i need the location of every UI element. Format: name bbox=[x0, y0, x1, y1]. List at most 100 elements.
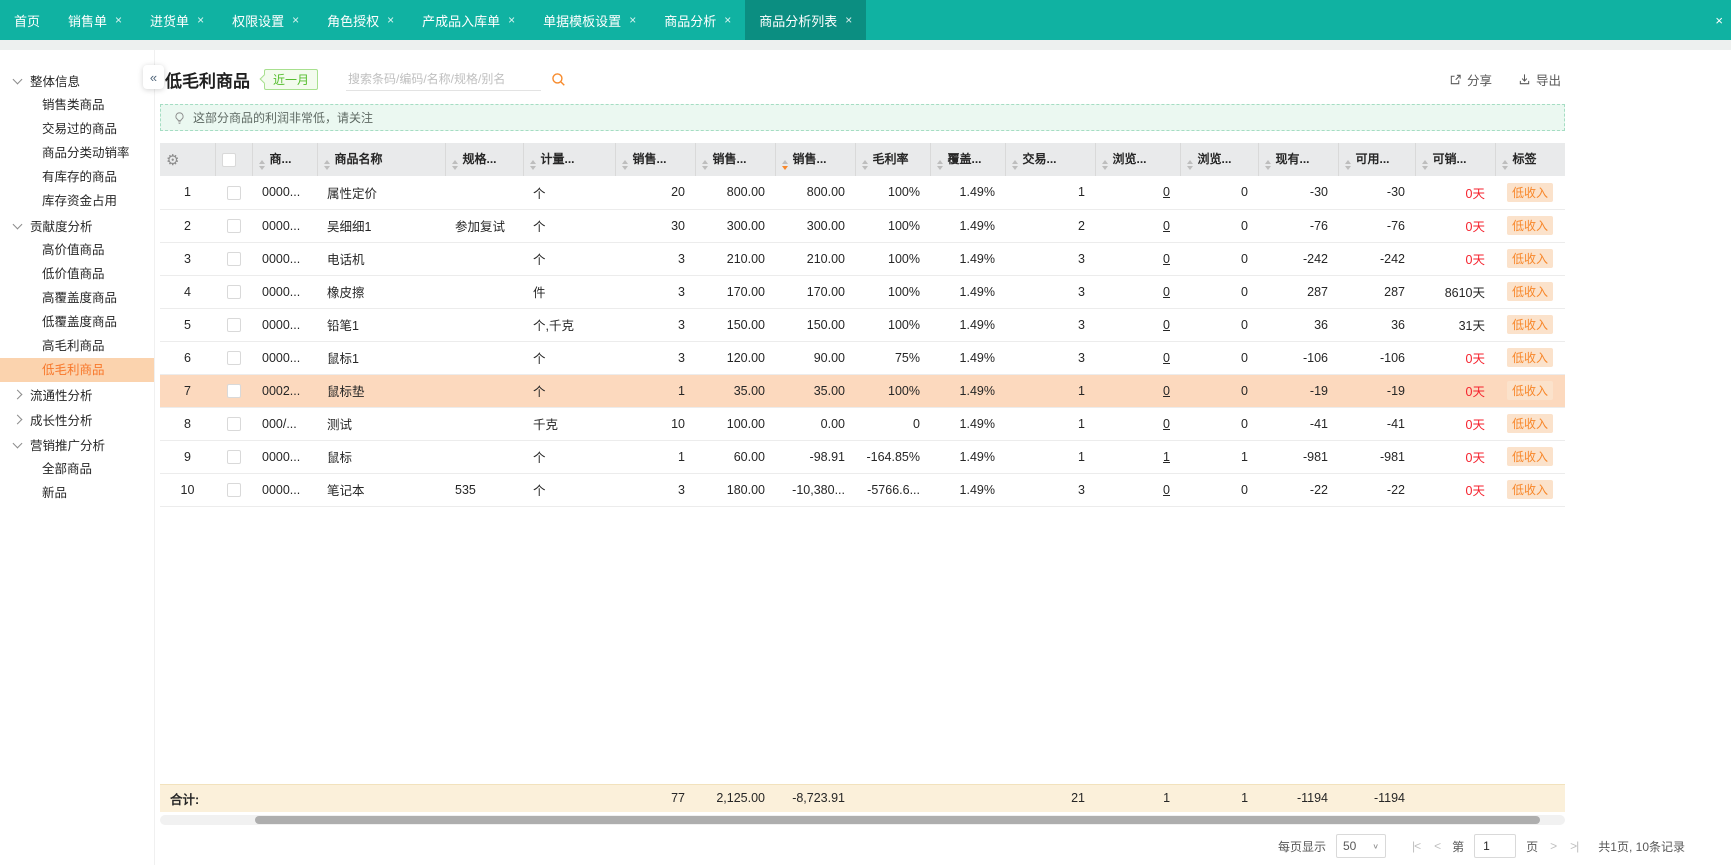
column-header[interactable]: 标签 bbox=[1494, 143, 1565, 176]
column-header[interactable]: 销售... bbox=[774, 143, 855, 176]
tree-item[interactable]: 库存资金占用 bbox=[42, 194, 118, 208]
tree-item[interactable]: 商品分类动销率 bbox=[42, 146, 130, 160]
column-header[interactable]: 计量... bbox=[522, 143, 615, 176]
next-page-button[interactable]: > bbox=[1550, 839, 1557, 853]
sort-carets-icon[interactable] bbox=[1011, 159, 1018, 170]
row-checkbox[interactable] bbox=[226, 218, 241, 233]
tab[interactable]: 首页 bbox=[0, 0, 54, 40]
row-checkbox[interactable] bbox=[226, 416, 241, 431]
sort-carets-icon[interactable] bbox=[529, 159, 536, 170]
views-link[interactable]: 0 bbox=[1163, 383, 1170, 398]
row-checkbox[interactable] bbox=[226, 383, 241, 398]
tab[interactable]: 销售单 × bbox=[54, 0, 136, 40]
tab-close-icon[interactable]: × bbox=[629, 13, 637, 27]
table-row[interactable]: 3 0000... 电话机个 3 210.00 210.00 100% 1.49% 3 0 0 -24… bbox=[160, 242, 1565, 276]
column-header[interactable]: 交易... bbox=[1004, 143, 1095, 176]
views-link[interactable]: 0 bbox=[1163, 482, 1170, 497]
sidebar-collapse-button[interactable]: « bbox=[143, 65, 164, 89]
tree-group[interactable]: 贡献度分析 bbox=[0, 213, 154, 238]
tree-item[interactable]: 有库存的商品 bbox=[42, 170, 118, 184]
table-row[interactable]: 2 0000... 吴细细1 参加复试个 30 300.00 300.00 100% 1.49%… bbox=[160, 209, 1565, 243]
search-icon[interactable] bbox=[551, 72, 566, 87]
share-button[interactable]: 分享 bbox=[1449, 70, 1492, 89]
tree-item[interactable]: 低毛利商品 bbox=[0, 358, 154, 382]
tab-close-icon[interactable]: × bbox=[508, 13, 516, 27]
column-header[interactable]: 毛利率 bbox=[854, 143, 930, 176]
select-all-checkbox[interactable] bbox=[214, 143, 252, 176]
tree-group[interactable]: 成长性分析 bbox=[0, 407, 154, 432]
column-header[interactable]: 商品名称 bbox=[316, 143, 445, 176]
sort-carets-icon[interactable] bbox=[1421, 159, 1428, 170]
column-header[interactable]: 浏览... bbox=[1179, 143, 1258, 176]
checkbox-icon[interactable] bbox=[221, 152, 236, 167]
tree-item[interactable]: 高毛利商品 bbox=[42, 339, 105, 353]
sort-carets-icon[interactable] bbox=[1186, 159, 1193, 170]
sort-carets-icon[interactable] bbox=[1501, 159, 1508, 170]
tab[interactable]: 商品分析列表 × bbox=[745, 0, 867, 40]
row-checkbox[interactable] bbox=[226, 185, 241, 200]
column-settings-button[interactable]: ⚙ bbox=[160, 143, 215, 176]
tab-close-icon[interactable]: × bbox=[292, 13, 300, 27]
column-header[interactable]: 销售... bbox=[614, 143, 695, 176]
table-row[interactable]: 4 0000... 橡皮擦件 3 170.00 170.00 100% 1.49% 3 0 0 287… bbox=[160, 275, 1565, 309]
last-page-button[interactable]: >| bbox=[1570, 839, 1579, 853]
views-link[interactable]: 1 bbox=[1163, 449, 1170, 464]
sort-carets-icon[interactable] bbox=[781, 159, 788, 170]
sort-carets-icon[interactable] bbox=[258, 159, 265, 170]
tree-item[interactable]: 销售类商品 bbox=[42, 98, 105, 112]
tab[interactable]: 单据模板设置 × bbox=[529, 0, 650, 40]
tab[interactable]: 进货单 × bbox=[136, 0, 218, 40]
row-checkbox[interactable] bbox=[226, 449, 241, 464]
column-header[interactable]: 商... bbox=[251, 143, 317, 176]
views-link[interactable]: 0 bbox=[1163, 284, 1170, 299]
table-row[interactable]: 1 0000... 属性定价个 20 800.00 800.00 100% 1.49% 1 0 0-… bbox=[160, 176, 1565, 210]
sort-carets-icon[interactable] bbox=[936, 159, 943, 170]
tab[interactable]: 角色授权 × bbox=[313, 0, 408, 40]
column-header[interactable]: 可销... bbox=[1414, 143, 1495, 176]
column-header[interactable]: 覆盖... bbox=[929, 143, 1005, 176]
first-page-button[interactable]: |< bbox=[1411, 839, 1421, 853]
tree-item[interactable]: 交易过的商品 bbox=[42, 122, 118, 136]
sort-carets-icon[interactable] bbox=[1101, 159, 1108, 170]
export-button[interactable]: 导出 bbox=[1518, 70, 1561, 89]
sort-carets-icon[interactable] bbox=[701, 159, 708, 170]
table-row[interactable]: 7 0002... 鼠标垫个 1 35.00 35.00 100% 1.49% 1 0 0 -19 -1… bbox=[160, 374, 1565, 408]
horizontal-scrollbar-track[interactable] bbox=[160, 815, 1565, 825]
tree-item[interactable]: 全部商品 bbox=[42, 462, 93, 476]
row-checkbox[interactable] bbox=[226, 482, 241, 497]
row-checkbox[interactable] bbox=[226, 317, 241, 332]
views-link[interactable]: 0 bbox=[1163, 251, 1170, 266]
views-link[interactable]: 0 bbox=[1163, 185, 1170, 200]
tree-item[interactable]: 高价值商品 bbox=[42, 243, 105, 257]
row-checkbox[interactable] bbox=[226, 251, 241, 266]
column-header[interactable]: 规格... bbox=[444, 143, 523, 176]
tab[interactable]: 权限设置 × bbox=[218, 0, 313, 40]
table-row[interactable]: 10 0000... 笔记本 535 个 3 180.00 -10,380... -5766.6… bbox=[160, 473, 1565, 507]
tab-close-icon[interactable]: × bbox=[724, 13, 732, 27]
column-header[interactable]: 现有... bbox=[1257, 143, 1338, 176]
sort-carets-icon[interactable] bbox=[861, 159, 868, 170]
table-row[interactable]: 6 0000... 鼠标1 个 3 120.00 90.00 75% 1.49% 3 0 0 -106-… bbox=[160, 341, 1565, 375]
tree-item[interactable]: 低价值商品 bbox=[42, 267, 105, 281]
views-link[interactable]: 0 bbox=[1163, 416, 1170, 431]
column-header[interactable]: 浏览... bbox=[1094, 143, 1180, 176]
sort-carets-icon[interactable] bbox=[1264, 159, 1271, 170]
page-size-select[interactable]: 50 ∨ bbox=[1335, 834, 1386, 858]
tree-item[interactable]: 高覆盖度商品 bbox=[42, 291, 118, 305]
sort-carets-icon[interactable] bbox=[621, 159, 628, 170]
page-number-input[interactable] bbox=[1474, 834, 1517, 858]
search-input[interactable] bbox=[346, 67, 542, 91]
sort-carets-icon[interactable] bbox=[1344, 159, 1351, 170]
views-link[interactable]: 0 bbox=[1163, 317, 1170, 332]
close-all-tabs-icon[interactable]: × bbox=[1715, 12, 1723, 28]
table-row[interactable]: 8 000/... 测试 千克 10 100.00 0.00 0 1.49% 1 0 0 -41 -41 0… bbox=[160, 407, 1565, 441]
row-checkbox[interactable] bbox=[226, 284, 241, 299]
tree-group[interactable]: 营销推广分析 bbox=[0, 432, 154, 457]
column-header[interactable]: 可用... bbox=[1337, 143, 1415, 176]
tab[interactable]: 商品分析 × bbox=[650, 0, 745, 40]
tree-group[interactable]: 流通性分析 bbox=[0, 382, 154, 407]
sort-carets-icon[interactable] bbox=[323, 159, 330, 170]
table-row[interactable]: 9 0000... 鼠标个 1 60.00 -98.91 -164.85% 1.49% 1 1 1-… bbox=[160, 440, 1565, 474]
table-row[interactable]: 5 0000... 铅笔1 个,千克 3 150.00 150.00 100% 1.49% 3 0 0… bbox=[160, 308, 1565, 342]
tree-item[interactable]: 低覆盖度商品 bbox=[42, 315, 118, 329]
